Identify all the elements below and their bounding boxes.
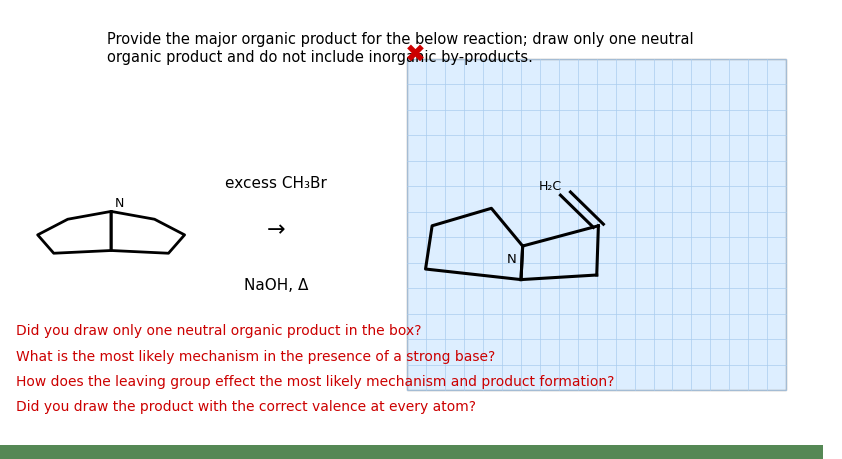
- Bar: [0, 445, 823, 459]
- Text: N: N: [506, 252, 516, 265]
- Text: Did you draw only one neutral organic product in the box?: Did you draw only one neutral organic pr…: [17, 324, 422, 337]
- FancyBboxPatch shape: [408, 60, 786, 390]
- Text: H₂C: H₂C: [539, 179, 562, 192]
- Text: How does the leaving group effect the most likely mechanism and product formatio: How does the leaving group effect the mo…: [17, 374, 615, 388]
- Text: Provide the major organic product for the below reaction; draw only one neutral
: Provide the major organic product for th…: [107, 32, 694, 64]
- Text: ✖: ✖: [405, 43, 426, 67]
- Text: What is the most likely mechanism in the presence of a strong base?: What is the most likely mechanism in the…: [17, 349, 496, 363]
- Text: →: →: [266, 219, 285, 240]
- Text: NaOH, Δ: NaOH, Δ: [243, 277, 308, 292]
- Text: Did you draw the product with the correct valence at every atom?: Did you draw the product with the correc…: [17, 399, 477, 413]
- Text: excess CH₃Br: excess CH₃Br: [225, 176, 327, 191]
- Text: N: N: [115, 196, 125, 209]
